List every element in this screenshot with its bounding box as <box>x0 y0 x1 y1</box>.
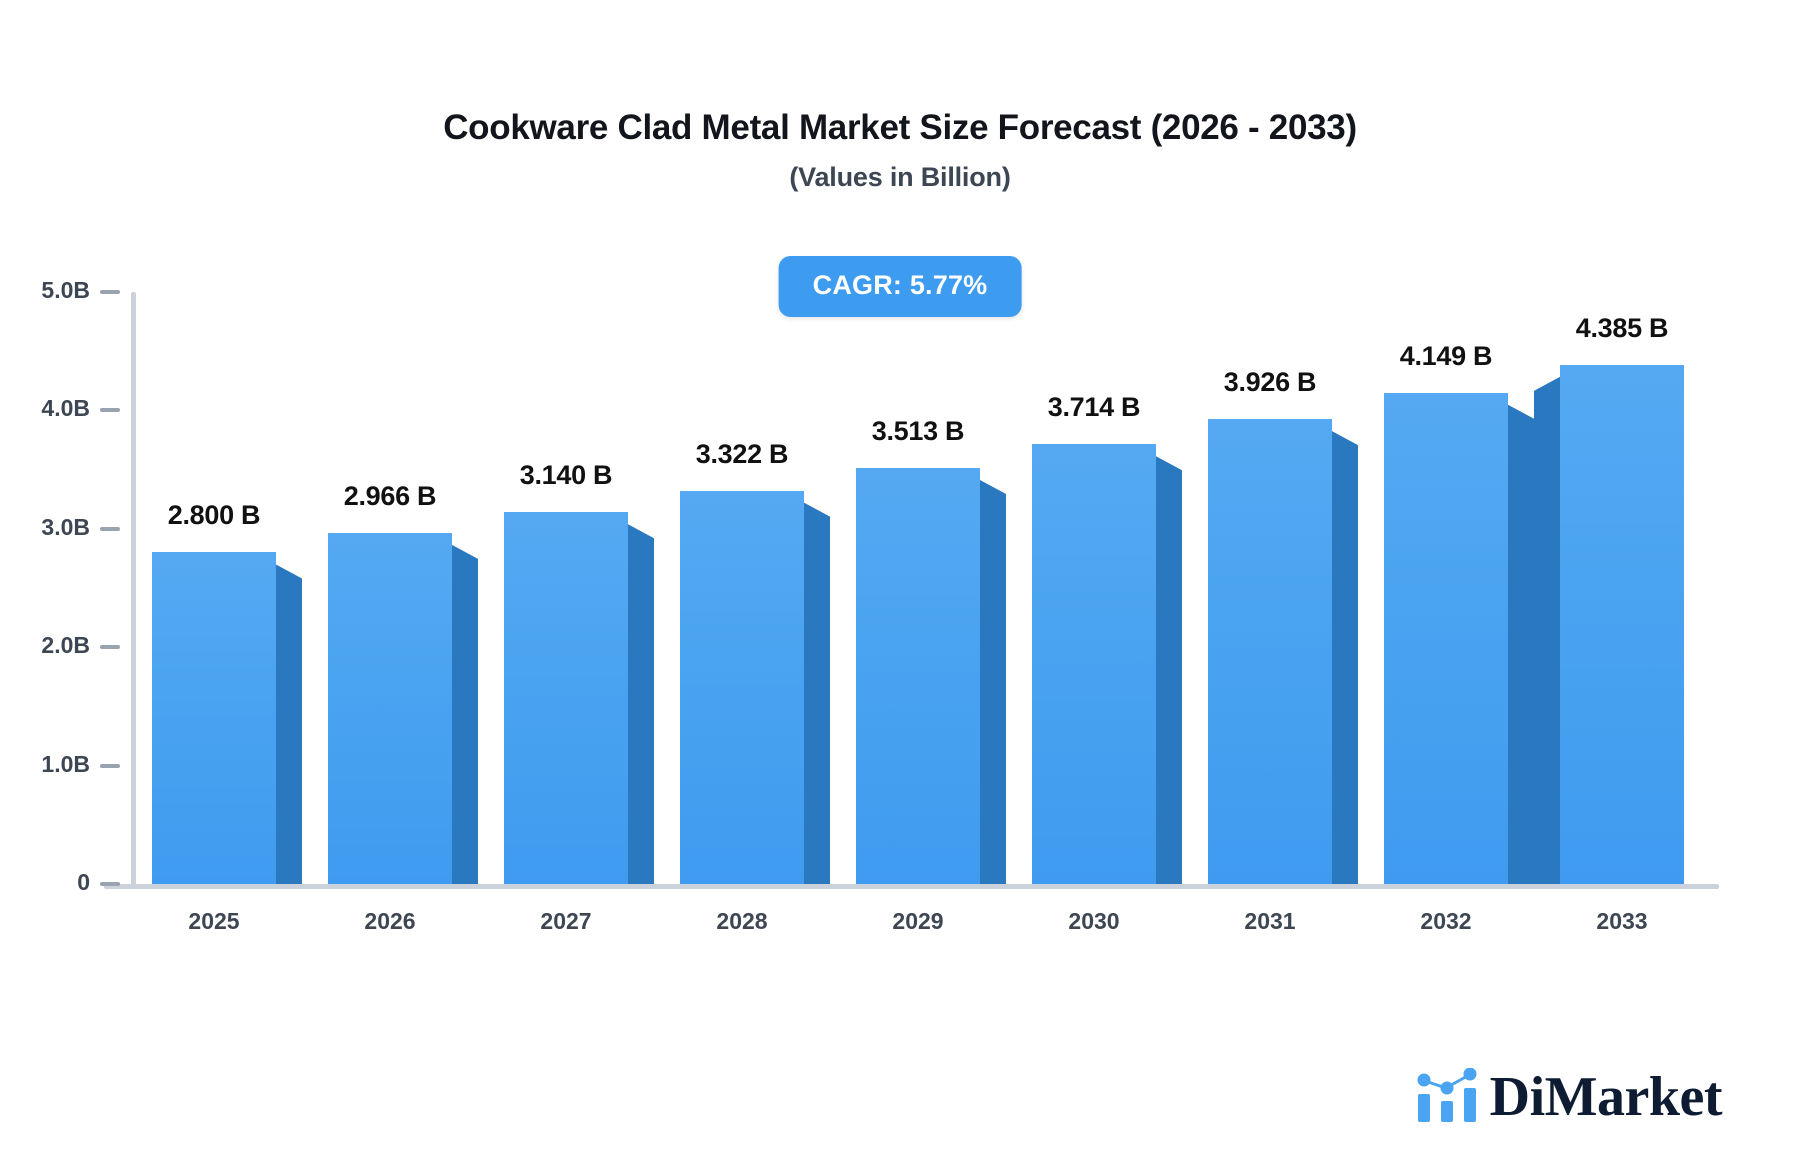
bar-front-face <box>152 552 276 884</box>
x-axis-label: 2032 <box>1420 908 1472 934</box>
bar-side-face <box>1156 456 1182 884</box>
y-axis-line <box>131 292 136 886</box>
y-tick-mark <box>100 408 120 413</box>
y-tick-mark <box>100 645 120 650</box>
x-axis-label: 2030 <box>1068 908 1120 934</box>
bar-column[interactable]: 2.800 B <box>152 500 302 884</box>
y-tick-label: 0 <box>77 869 90 895</box>
bar-front-face <box>680 490 804 884</box>
x-axis-label: 2026 <box>364 908 416 934</box>
title-block: Cookware Clad Metal Market Size Forecast… <box>0 108 1800 193</box>
bar-shape <box>1534 364 1684 884</box>
bar-value-label: 4.149 B <box>1399 340 1493 371</box>
bar-value-label: 3.322 B <box>695 438 789 469</box>
bar-side-face <box>1534 376 1560 884</box>
cagr-badge: CAGR: 5.77% <box>778 256 1022 317</box>
bar-value-label: 3.140 B <box>519 460 613 491</box>
y-tick-label: 1.0B <box>41 750 90 777</box>
chart-subtitle: (Values in Billion) <box>789 162 1011 193</box>
bar-shape <box>1208 419 1358 884</box>
bar-column[interactable]: 3.926 B <box>1208 367 1358 884</box>
bar-side-face <box>276 564 302 884</box>
bar-column[interactable]: 3.140 B <box>504 460 654 884</box>
bar-value-label: 3.714 B <box>1047 392 1141 423</box>
y-tick-mark <box>100 526 120 531</box>
bar-shape <box>1032 444 1182 884</box>
bar-column[interactable]: 3.513 B <box>856 416 1006 884</box>
bar-front-face <box>1032 444 1156 884</box>
bar-value-label: 4.385 B <box>1575 312 1669 343</box>
bar-column[interactable]: 3.714 B <box>1032 392 1182 884</box>
bar-column[interactable]: 3.322 B <box>680 439 830 884</box>
x-axis-line <box>104 884 1719 889</box>
y-tick-mark <box>100 290 120 294</box>
bar-front-face <box>328 532 452 884</box>
bar-side-face <box>628 524 654 884</box>
bar-column[interactable]: 2.966 B <box>328 481 478 884</box>
bar-front-face <box>856 468 980 884</box>
bar-side-face <box>452 544 478 884</box>
bar-front-face <box>1208 419 1332 884</box>
bar-chart-icon <box>1417 1068 1477 1122</box>
bar-shape <box>1384 392 1534 884</box>
bar-column[interactable]: 4.149 B <box>1384 341 1534 884</box>
bar-value-label: 2.800 B <box>167 500 261 531</box>
bar-side-face <box>804 502 830 884</box>
bar-front-face <box>504 512 628 884</box>
x-axis-label: 2029 <box>892 908 944 934</box>
bar-value-label: 3.926 B <box>1223 367 1317 398</box>
bar-shape <box>504 512 654 884</box>
bar-shape <box>328 532 478 884</box>
y-tick-mark <box>100 882 120 886</box>
bar-value-label: 3.513 B <box>871 416 965 447</box>
y-tick-label: 2.0B <box>41 632 90 659</box>
y-tick-mark <box>100 763 120 768</box>
bar-side-face <box>980 480 1006 884</box>
x-axis-label: 2025 <box>188 908 240 934</box>
x-axis-label: 2027 <box>540 908 592 934</box>
bar-side-face <box>1332 431 1358 884</box>
logo-text: DiMarket <box>1489 1065 1723 1128</box>
bar-column[interactable]: 4.385 B <box>1534 313 1684 884</box>
y-tick-label: 4.0B <box>41 395 90 422</box>
bar-front-face <box>1560 364 1684 884</box>
brand-logo: DiMarket <box>1416 1065 1723 1128</box>
bar-shape <box>856 468 1006 884</box>
x-axis-label: 2031 <box>1244 908 1296 934</box>
bar-shape <box>152 552 302 884</box>
x-axis-label: 2033 <box>1596 908 1648 934</box>
x-axis-label: 2028 <box>716 908 768 934</box>
y-tick-label: 3.0B <box>41 513 90 540</box>
y-tick-label: 5.0B <box>41 277 90 303</box>
bar-front-face <box>1384 392 1508 884</box>
page-title: Cookware Clad Metal Market Size Forecast… <box>443 108 1357 147</box>
bar-shape <box>680 490 830 884</box>
bar-side-face <box>1508 404 1534 884</box>
bar-value-label: 2.966 B <box>343 480 437 511</box>
